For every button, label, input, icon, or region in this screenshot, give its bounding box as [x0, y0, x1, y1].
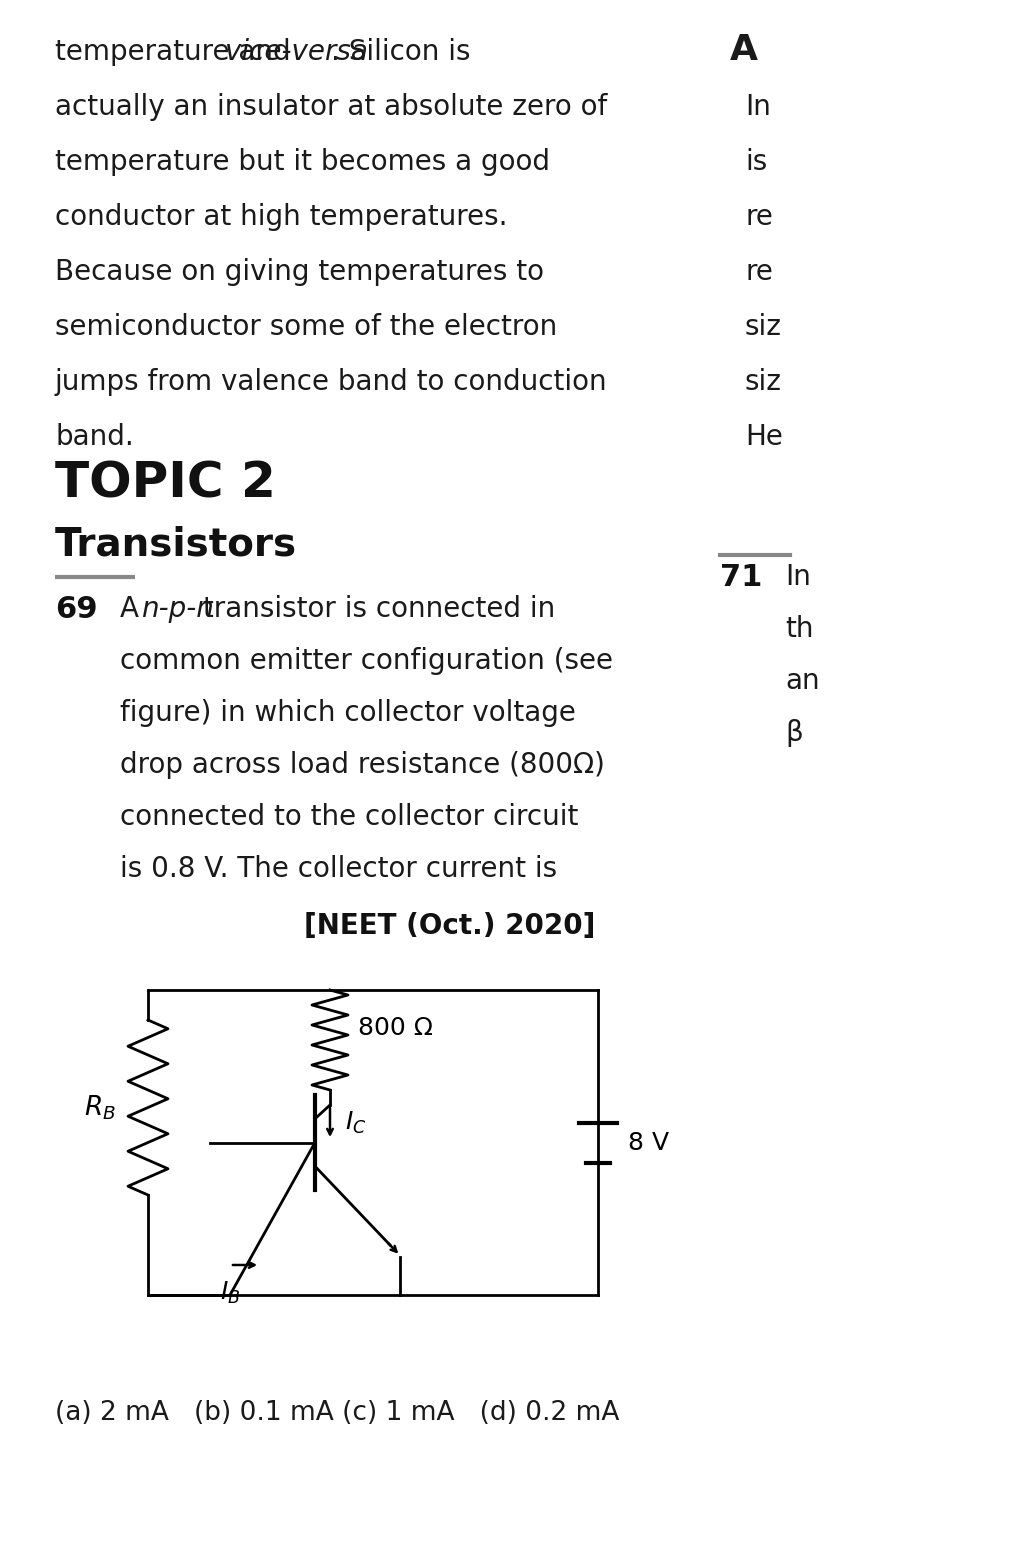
Text: connected to the collector circuit: connected to the collector circuit — [120, 803, 579, 832]
Text: Transistors: Transistors — [55, 525, 297, 564]
Text: He: He — [745, 423, 783, 451]
Text: th: th — [785, 615, 813, 644]
Text: (a) 2 mA   (b) 0.1 mA (c) 1 mA   (d) 0.2 mA: (a) 2 mA (b) 0.1 mA (c) 1 mA (d) 0.2 mA — [55, 1400, 620, 1427]
Text: vice-versa: vice-versa — [224, 38, 368, 66]
Text: figure) in which collector voltage: figure) in which collector voltage — [120, 698, 575, 727]
Text: In: In — [745, 92, 771, 121]
Text: A: A — [120, 595, 147, 623]
Text: temperature and: temperature and — [55, 38, 299, 66]
Text: conductor at high temperatures.: conductor at high temperatures. — [55, 204, 508, 232]
Text: re: re — [745, 258, 773, 287]
Text: TOPIC 2: TOPIC 2 — [55, 460, 275, 507]
Text: $R_B$: $R_B$ — [84, 1093, 116, 1121]
Text: $I_B$: $I_B$ — [220, 1279, 241, 1306]
Text: actually an insulator at absolute zero of: actually an insulator at absolute zero o… — [55, 92, 607, 121]
Text: 71: 71 — [720, 564, 763, 592]
Text: [NEET (Oct.) 2020]: [NEET (Oct.) 2020] — [304, 911, 595, 940]
Text: Because on giving temperatures to: Because on giving temperatures to — [55, 258, 544, 287]
Text: jumps from valence band to conduction: jumps from valence band to conduction — [55, 368, 607, 396]
Text: temperature but it becomes a good: temperature but it becomes a good — [55, 149, 550, 175]
Text: re: re — [745, 204, 773, 232]
Text: is 0.8 V. The collector current is: is 0.8 V. The collector current is — [120, 855, 557, 883]
Text: . Silicon is: . Silicon is — [331, 38, 470, 66]
Text: In: In — [785, 564, 811, 590]
Text: siz: siz — [745, 313, 782, 341]
Text: band.: band. — [55, 423, 134, 451]
Text: A: A — [730, 33, 758, 67]
Text: n-p-n: n-p-n — [141, 595, 214, 623]
Text: 8 V: 8 V — [628, 1131, 669, 1154]
Text: drop across load resistance (800Ω): drop across load resistance (800Ω) — [120, 752, 605, 778]
Text: β: β — [785, 719, 803, 747]
Text: common emitter configuration (see: common emitter configuration (see — [120, 647, 613, 675]
Text: an: an — [785, 667, 819, 695]
Text: is: is — [745, 149, 767, 175]
Text: siz: siz — [745, 368, 782, 396]
Text: 69: 69 — [55, 595, 97, 623]
Text: semiconductor some of the electron: semiconductor some of the electron — [55, 313, 557, 341]
Text: transistor is connected in: transistor is connected in — [195, 595, 555, 623]
Text: $I_C$: $I_C$ — [345, 1110, 367, 1137]
Text: 800 Ω: 800 Ω — [358, 1016, 433, 1040]
